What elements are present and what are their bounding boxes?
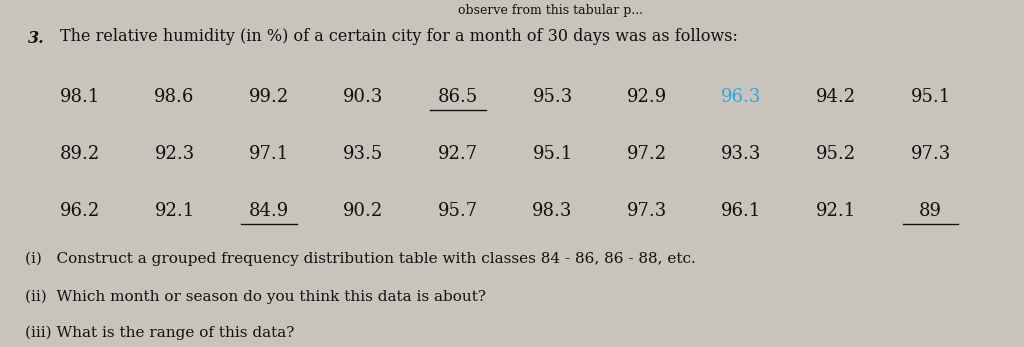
Text: 92.9: 92.9 (627, 88, 667, 106)
Text: 99.2: 99.2 (249, 88, 289, 106)
Text: 96.3: 96.3 (721, 88, 762, 106)
Text: 86.5: 86.5 (438, 88, 478, 106)
Text: 96.2: 96.2 (59, 202, 100, 220)
Text: 92.1: 92.1 (155, 202, 195, 220)
Text: 97.1: 97.1 (249, 145, 289, 163)
Text: 97.2: 97.2 (627, 145, 667, 163)
Text: 95.2: 95.2 (816, 145, 856, 163)
Text: 94.2: 94.2 (816, 88, 856, 106)
Text: The relative humidity (in %) of a certain city for a month of 30 days was as fol: The relative humidity (in %) of a certai… (60, 28, 738, 45)
Text: 93.3: 93.3 (721, 145, 762, 163)
Text: 93.5: 93.5 (343, 145, 384, 163)
Text: 95.3: 95.3 (532, 88, 572, 106)
Text: 95.1: 95.1 (910, 88, 950, 106)
Text: (i)   Construct a grouped frequency distribution table with classes 84 - 86, 86 : (i) Construct a grouped frequency distri… (25, 252, 695, 266)
Text: (iii) What is the range of this data?: (iii) What is the range of this data? (25, 326, 294, 340)
Text: 90.2: 90.2 (343, 202, 384, 220)
Text: 96.1: 96.1 (721, 202, 762, 220)
Text: 92.1: 92.1 (816, 202, 856, 220)
Text: 97.3: 97.3 (910, 145, 950, 163)
Text: 98.3: 98.3 (532, 202, 572, 220)
Text: 98.6: 98.6 (155, 88, 195, 106)
Text: 97.3: 97.3 (627, 202, 667, 220)
Text: 90.3: 90.3 (343, 88, 384, 106)
Text: 84.9: 84.9 (249, 202, 289, 220)
Text: 95.1: 95.1 (532, 145, 572, 163)
Text: 95.7: 95.7 (438, 202, 478, 220)
Text: 89: 89 (919, 202, 942, 220)
Text: (ii)  Which month or season do you think this data is about?: (ii) Which month or season do you think … (25, 290, 486, 304)
Text: observe from this tabular p...: observe from this tabular p... (458, 4, 642, 17)
Text: 98.1: 98.1 (59, 88, 100, 106)
Text: 3.: 3. (28, 30, 45, 47)
Text: 92.3: 92.3 (155, 145, 195, 163)
Text: 92.7: 92.7 (438, 145, 478, 163)
Text: 89.2: 89.2 (59, 145, 100, 163)
